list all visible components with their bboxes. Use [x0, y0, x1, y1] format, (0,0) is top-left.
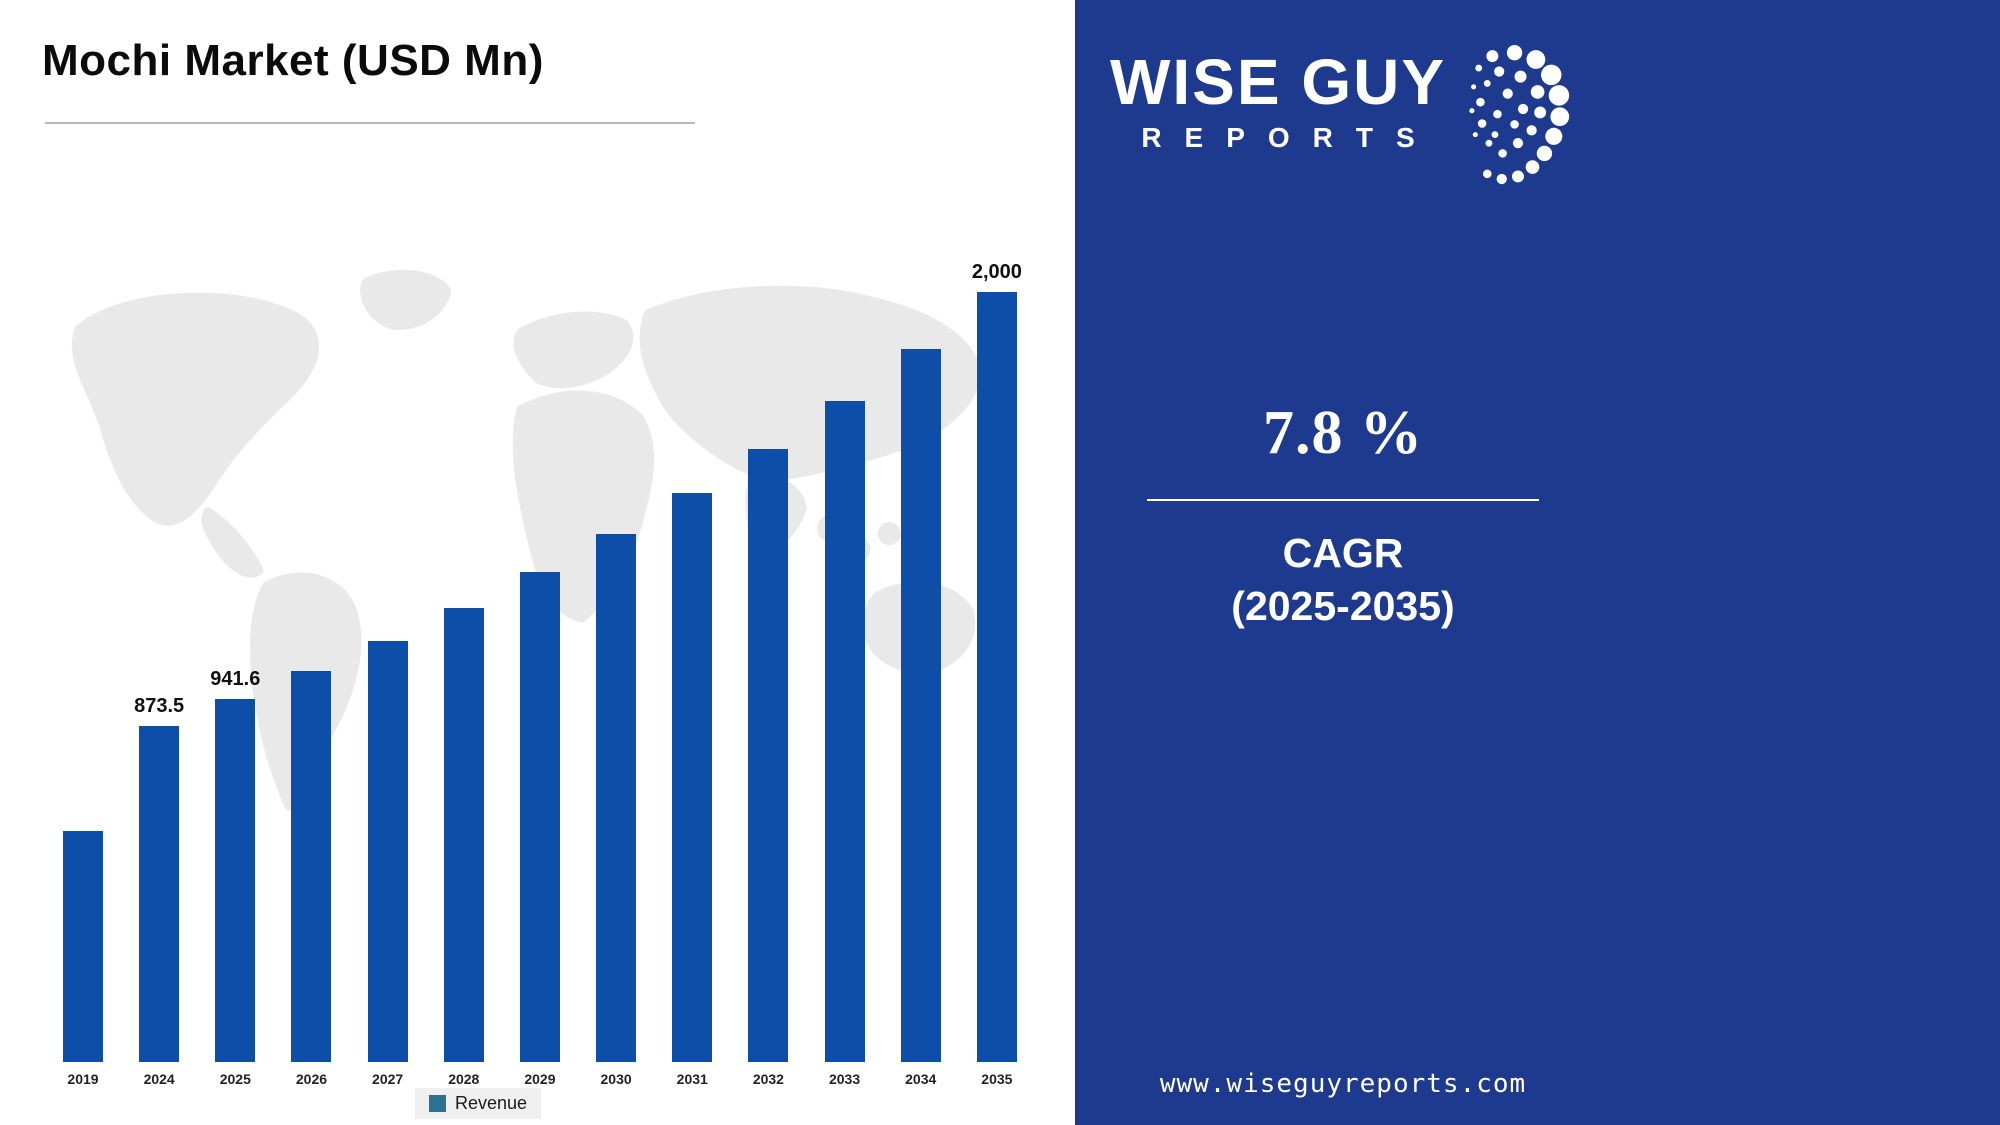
bar-column: 2019: [45, 800, 121, 1087]
panel-content: WISE GUY REPORTS: [1093, 0, 1593, 1125]
bar: [519, 572, 560, 1062]
x-axis-label: 2030: [600, 1071, 632, 1087]
wise-guy-reports-logo: WISE GUY REPORTS: [1093, 45, 1593, 190]
right-panel: WISE GUY REPORTS: [1075, 0, 2000, 1125]
legend-swatch-icon: [429, 1095, 446, 1112]
bar-column: 2034: [883, 318, 959, 1087]
bar-value-label: 2,000: [971, 261, 1022, 283]
x-axis-label: 2034: [905, 1071, 937, 1087]
cagr-block: 7.8 % CAGR (2025-2035): [1093, 398, 1593, 634]
bar: [976, 292, 1017, 1062]
bar-column: 2026: [273, 640, 349, 1087]
bar-column: 2029: [502, 541, 578, 1087]
bar-column: 2,000 2035: [959, 261, 1035, 1087]
bar: [291, 671, 332, 1062]
dotted-head-icon: [1469, 45, 1570, 185]
cagr-value: 7.8 %: [1263, 399, 1423, 467]
x-axis-label: 2024: [143, 1071, 175, 1087]
x-axis-label: 2032: [752, 1071, 784, 1087]
cagr-divider: [1147, 499, 1539, 501]
bar: [748, 449, 789, 1062]
x-axis-label: 2035: [981, 1071, 1013, 1087]
chart-title: Mochi Market (USD Mn): [42, 36, 544, 85]
bar-column: 2027: [350, 610, 426, 1087]
bar-column: 873.5 2024: [121, 695, 197, 1087]
logo-text: WISE GUY REPORTS: [1110, 50, 1446, 154]
x-axis-label: 2028: [448, 1071, 480, 1087]
bar-column: 2031: [654, 462, 730, 1087]
bar: [367, 641, 408, 1062]
bar-column: 941.6 2025: [197, 668, 273, 1087]
cagr-label-line2: (2025-2035): [1231, 583, 1455, 630]
bar: [443, 608, 484, 1062]
x-axis-label: 2029: [524, 1071, 556, 1087]
legend-label: Revenue: [455, 1093, 528, 1113]
chart-legend[interactable]: Revenue: [415, 1088, 542, 1119]
bar: [824, 401, 865, 1062]
logo-subtitle: REPORTS: [1141, 122, 1438, 153]
bar: [139, 726, 180, 1062]
bar: [672, 493, 713, 1062]
title-underline: [45, 122, 695, 124]
cagr-label: CAGR (2025-2035): [1093, 527, 1593, 634]
logo-wordmark: WISE GUY: [1109, 46, 1447, 118]
x-axis-label: 2025: [219, 1071, 251, 1087]
x-axis-label: 2019: [67, 1071, 99, 1087]
bar-column: 2032: [730, 418, 806, 1087]
bar-value-label: 873.5: [134, 695, 185, 717]
bar: [596, 534, 637, 1062]
bar: [215, 699, 256, 1062]
bar-column: 2028: [426, 577, 502, 1087]
x-axis-label: 2031: [676, 1071, 708, 1087]
x-axis-label: 2027: [372, 1071, 404, 1087]
x-axis-label: 2026: [295, 1071, 328, 1087]
bar-column: 2030: [578, 503, 654, 1087]
bar-column: 2033: [807, 370, 883, 1087]
bar-value-label: 941.6: [210, 668, 261, 690]
bar: [900, 349, 941, 1062]
bar: [63, 831, 103, 1062]
cagr-label-line1: CAGR: [1282, 530, 1404, 576]
website-url[interactable]: www.wiseguyreports.com: [1159, 1069, 1527, 1099]
bar-chart: 2019 873.5 2024 941.6 2025 2026 2027 2028 2029 20…: [45, 261, 1035, 1087]
x-axis-label: 2033: [828, 1071, 861, 1087]
